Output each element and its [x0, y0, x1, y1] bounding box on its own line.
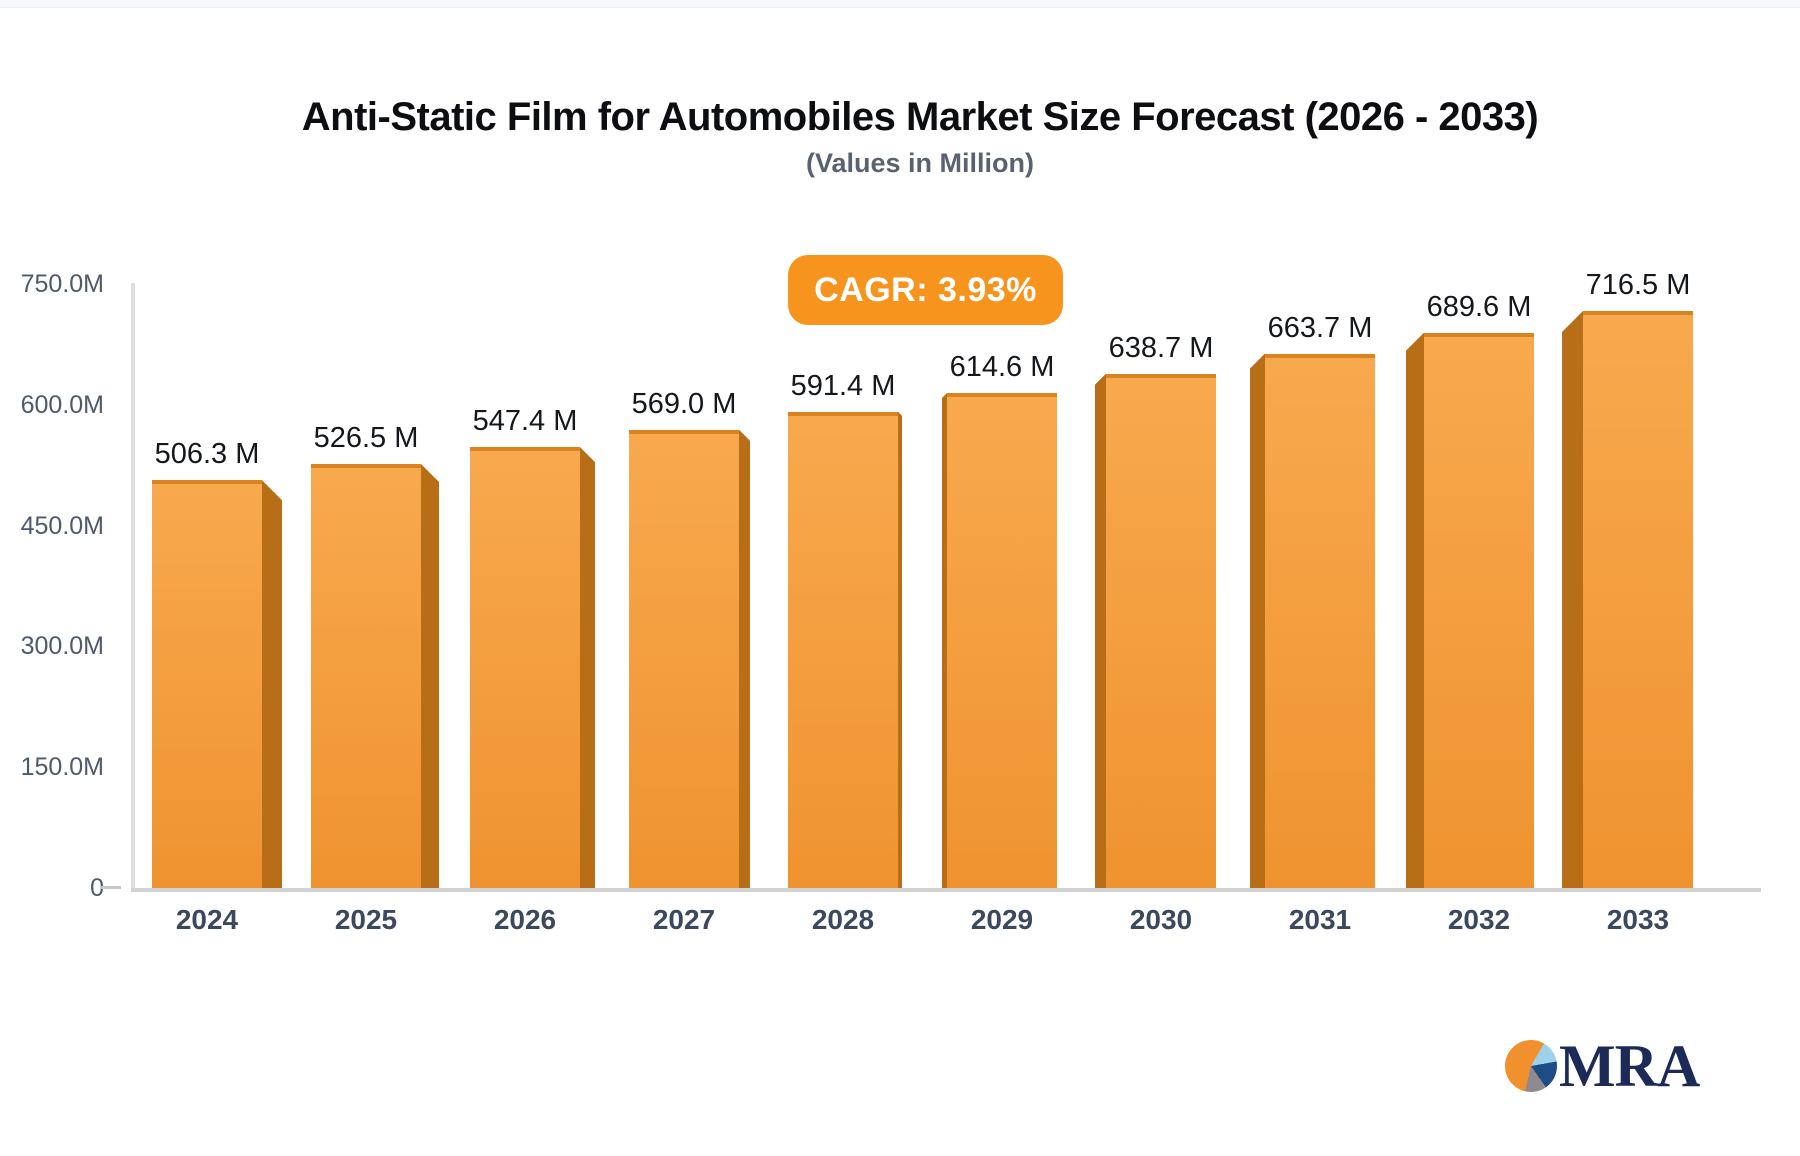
- x-axis-label-2031: 2031: [1288, 904, 1352, 935]
- x-axis-label-2024: 2024: [175, 904, 239, 935]
- pie-chart-logo-icon: [1505, 1040, 1557, 1092]
- x-axis-label-2026: 2026: [493, 904, 557, 935]
- bar-2031: [1265, 353, 1375, 888]
- bar-side-face-2024: [262, 480, 282, 888]
- bar-side-face-2030: [1095, 373, 1106, 888]
- x-axis-label-2033: 2033: [1606, 904, 1670, 935]
- y-tick-label-600.0M: 600.0M: [20, 390, 104, 419]
- bar-side-face-2025: [421, 463, 439, 888]
- x-axis-label-2025: 2025: [334, 904, 398, 935]
- y-axis-line: [131, 283, 135, 892]
- bar-side-face-2033: [1562, 310, 1583, 888]
- mra-logo: MRA: [1505, 1033, 1700, 1099]
- bar-2029: [947, 393, 1057, 888]
- cagr-badge: CAGR: 3.93%: [788, 255, 1063, 325]
- y-tick-label-150.0M: 150.0M: [20, 753, 104, 782]
- y-tick-label-450.0M: 450.0M: [20, 511, 104, 540]
- page-top-strip: [0, 0, 1800, 8]
- bar-2032: [1424, 332, 1534, 888]
- x-axis-label-2028: 2028: [811, 904, 875, 935]
- bar-side-face-2029: [942, 393, 947, 888]
- y-tick-label-0: 0: [90, 874, 104, 902]
- cagr-badge-label: CAGR: 3.93%: [814, 270, 1037, 309]
- bar-2030: [1106, 373, 1216, 888]
- bar-2033: [1583, 310, 1693, 888]
- y-tick-label-300.0M: 300.0M: [20, 632, 104, 661]
- x-axis-label-2029: 2029: [970, 904, 1034, 935]
- mra-logo-text: MRA: [1559, 1033, 1700, 1099]
- x-axis-label-2030: 2030: [1129, 904, 1193, 935]
- value-label-2031: 663.7 M: [1267, 311, 1373, 344]
- value-label-2032: 689.6 M: [1426, 290, 1532, 323]
- value-label-2027: 569.0 M: [631, 387, 737, 420]
- bar-side-face-2031: [1250, 353, 1265, 888]
- chart-title: Anti-Static Film for Automobiles Market …: [301, 95, 1539, 139]
- value-label-2026: 547.4 M: [472, 405, 578, 438]
- y-tick-label-750.0M: 750.0M: [20, 270, 104, 298]
- bar-2026: [470, 447, 580, 888]
- chart-subtitle: (Values in Million): [805, 148, 1035, 178]
- value-label-2033: 716.5 M: [1585, 268, 1691, 301]
- value-label-2030: 638.7 M: [1108, 331, 1214, 364]
- x-axis-label-2032: 2032: [1447, 904, 1511, 935]
- bar-2027: [629, 429, 739, 888]
- x-axis-label-2027: 2027: [652, 904, 716, 935]
- x-axis-line: [131, 888, 1761, 892]
- bar-2025: [311, 463, 421, 888]
- bar-2028: [788, 411, 898, 888]
- value-label-2028: 591.4 M: [790, 369, 896, 402]
- bar-side-face-2026: [580, 447, 595, 888]
- y-tick-mark-zero: [100, 886, 121, 889]
- value-label-2024: 506.3 M: [154, 438, 260, 471]
- bar-side-face-2027: [739, 429, 750, 888]
- value-label-2029: 614.6 M: [949, 351, 1055, 384]
- bar-side-face-2032: [1406, 332, 1424, 888]
- bar-side-face-2028: [898, 411, 902, 888]
- value-label-2025: 526.5 M: [313, 421, 419, 454]
- bar-2024: [152, 480, 262, 888]
